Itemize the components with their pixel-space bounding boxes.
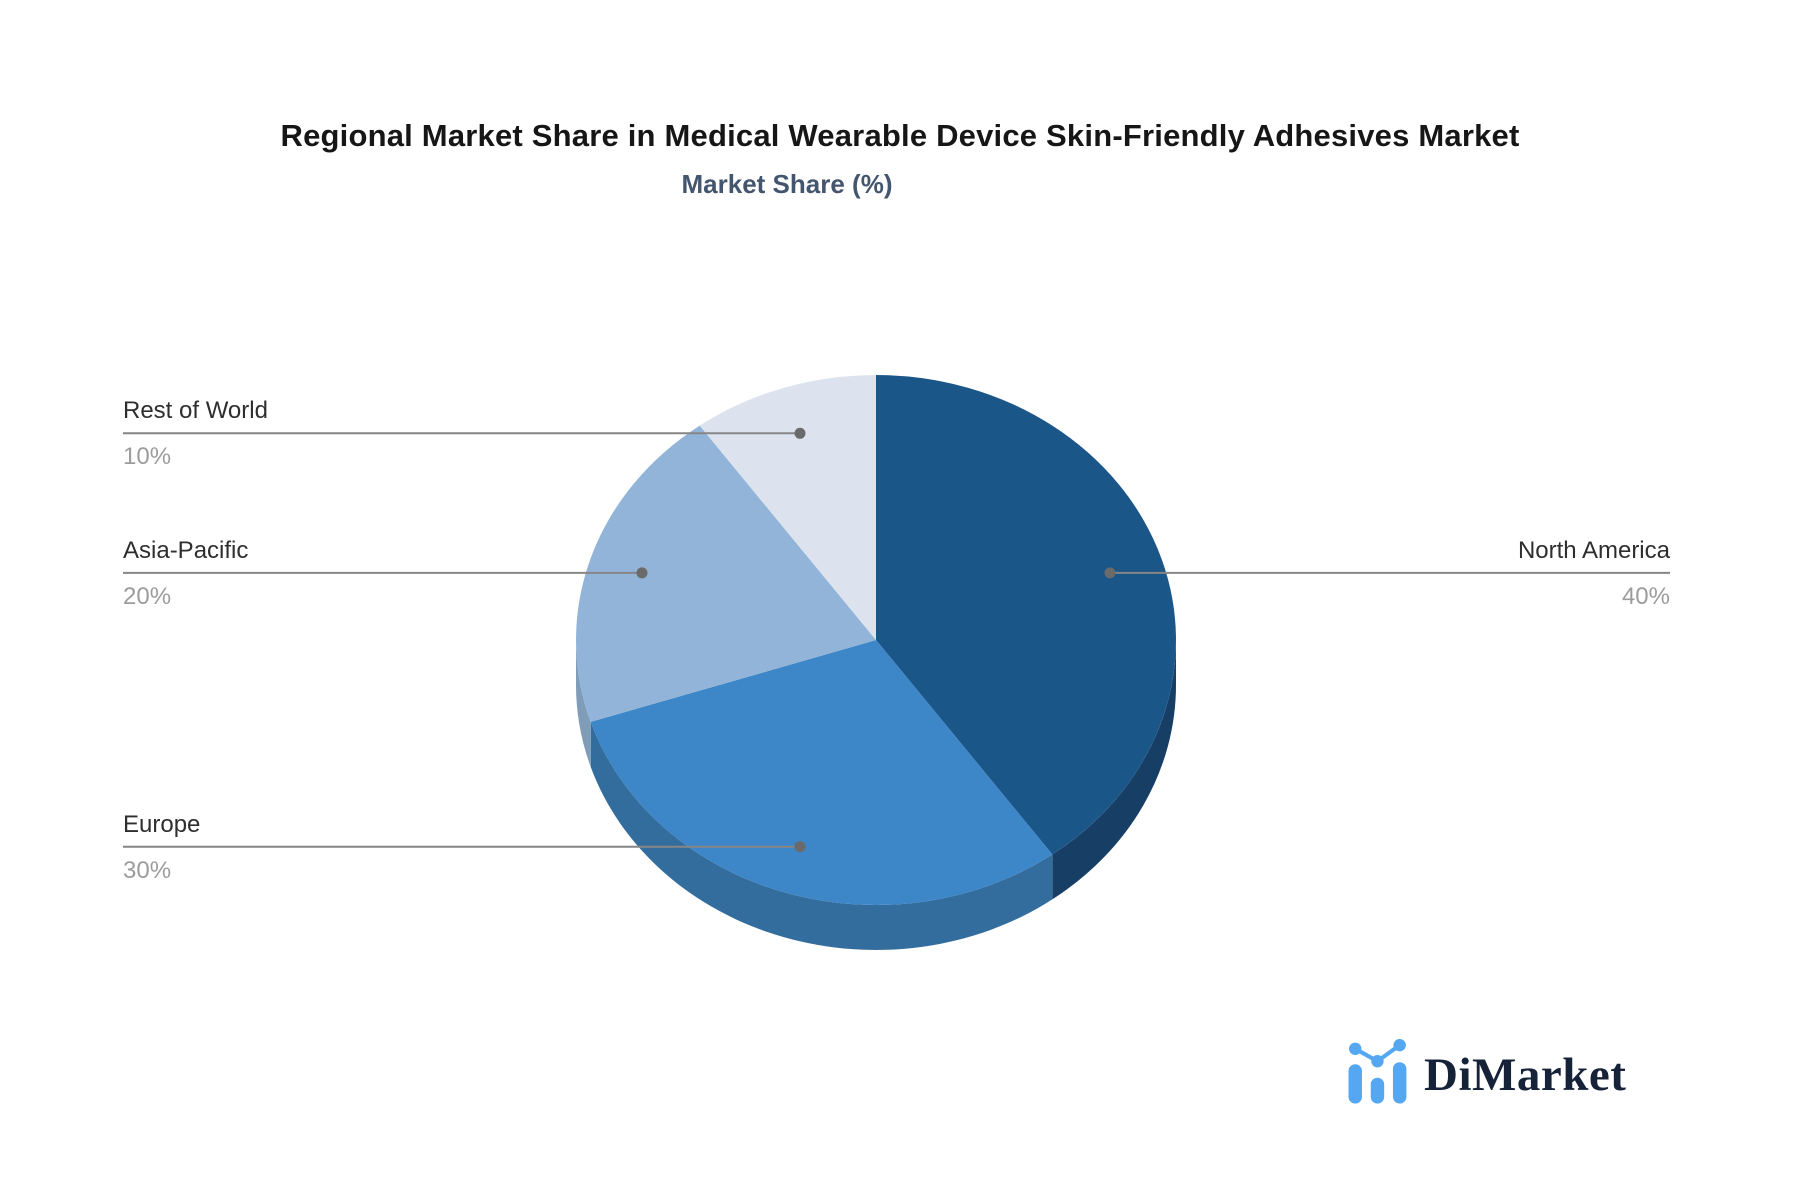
- pie-slice-side-north-america: [1052, 640, 1176, 900]
- leader-dot-north-america: [1104, 567, 1116, 579]
- slice-label-value-rest-of-world: 10%: [123, 443, 172, 471]
- pie-slice-side-europe: [590, 721, 1053, 950]
- chart-title: Regional Market Share in Medical Wearabl…: [280, 118, 1520, 153]
- dimarket-logo-text: DiMarket: [1424, 1049, 1627, 1101]
- slice-label-value-europe: 30%: [123, 856, 172, 884]
- dimarket-logo: DiMarket: [1348, 1038, 1626, 1104]
- leader-dot-rest-of-world: [794, 427, 806, 439]
- chart-subtitle: Market Share (%): [681, 169, 893, 199]
- pie-slice-side-asia-pacific: [576, 640, 591, 767]
- slice-label-name-north-america: North America: [1517, 536, 1670, 564]
- pie-slice-asia-pacific[interactable]: [576, 425, 876, 722]
- leader-dot-asia-pacific: [636, 567, 648, 579]
- leader-dot-europe: [794, 841, 806, 853]
- slice-label-value-asia-pacific: 20%: [123, 582, 172, 610]
- slice-label-name-asia-pacific: Asia-Pacific: [123, 536, 249, 564]
- slice-label-name-europe: Europe: [123, 810, 201, 838]
- pie-slice-north-america[interactable]: [876, 375, 1176, 855]
- bar-line-chart-icon: [1348, 1038, 1407, 1104]
- slice-label-name-rest-of-world: Rest of World: [123, 397, 268, 425]
- pie-slice-rest-of-world[interactable]: [699, 375, 876, 640]
- slice-label-value-north-america: 40%: [1621, 582, 1670, 610]
- pie-slice-europe[interactable]: [590, 640, 1053, 905]
